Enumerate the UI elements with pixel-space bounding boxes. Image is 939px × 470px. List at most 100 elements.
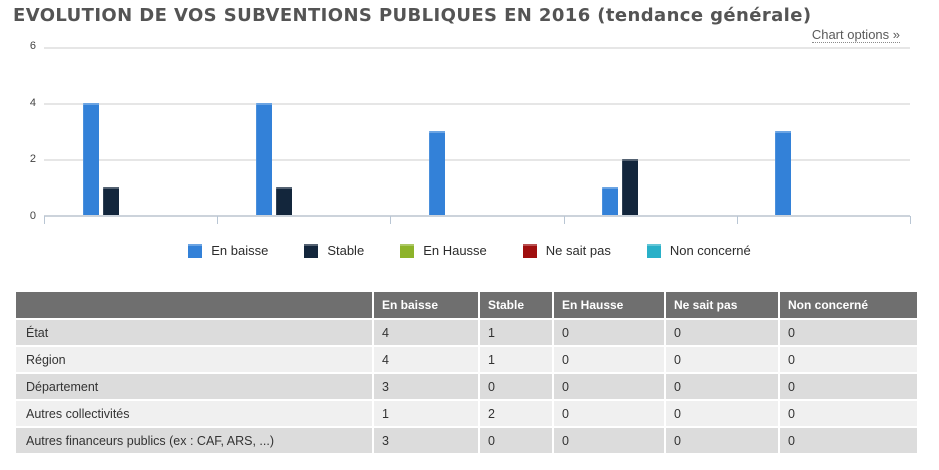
legend-item: Non concerné xyxy=(646,243,751,258)
value-cell: 0 xyxy=(480,374,552,399)
bar xyxy=(622,159,639,215)
table-row: Autres financeurs publics (ex : CAF, ARS… xyxy=(16,428,917,453)
value-cell: 1 xyxy=(480,320,552,345)
table-header-cell: Non concerné xyxy=(780,292,917,318)
table-header-cell: Stable xyxy=(480,292,552,318)
bar-group xyxy=(217,47,390,215)
legend-swatch xyxy=(188,243,203,258)
results-table: En baisse Stable En Hausse Ne sait pas Non c… xyxy=(14,290,919,455)
legend-item: Stable xyxy=(304,243,364,258)
x-axis-tick xyxy=(563,216,565,224)
value-cell: 0 xyxy=(666,320,778,345)
bar-groups xyxy=(44,47,910,215)
legend-item: En baisse xyxy=(188,243,268,258)
x-axis-tick xyxy=(910,216,911,224)
chart-legend: En baisse Stable En Hausse Ne sait pas Non c… xyxy=(0,243,939,258)
table-header-cell: En baisse xyxy=(374,292,478,318)
results-table-head: En baisse Stable En Hausse Ne sait pas Non c… xyxy=(16,292,917,318)
table-header-cell: Ne sait pas xyxy=(666,292,778,318)
bar-slot xyxy=(429,47,445,215)
table-header-cell: En Hausse xyxy=(554,292,664,318)
bar-slot xyxy=(82,47,99,215)
bar-slot xyxy=(336,47,352,215)
bar-slot xyxy=(815,47,831,215)
legend-label: Non concerné xyxy=(669,243,751,258)
gridline xyxy=(44,103,910,105)
legend-label: En baisse xyxy=(211,243,269,258)
gridline xyxy=(44,159,910,161)
bar-slot xyxy=(316,47,332,215)
y-axis-label: 6 xyxy=(29,40,36,52)
bar-slot xyxy=(143,47,159,215)
gridline xyxy=(44,47,910,49)
y-axis-label: 4 xyxy=(29,96,36,109)
bar-slot xyxy=(123,47,139,215)
value-cell: 3 xyxy=(374,374,478,399)
value-cell: 0 xyxy=(666,401,778,426)
value-cell: 2 xyxy=(480,401,552,426)
x-axis-tick xyxy=(44,216,45,224)
value-cell: 0 xyxy=(554,428,664,453)
value-cell: 0 xyxy=(780,374,917,399)
bar xyxy=(775,131,792,215)
value-cell: 1 xyxy=(480,347,552,372)
table-row: Département 3 0 0 0 0 xyxy=(16,374,917,399)
value-cell: 0 xyxy=(780,347,917,372)
bar-slot xyxy=(662,47,678,215)
legend-label: Stable xyxy=(327,243,365,258)
bar-slot xyxy=(835,47,851,215)
table-row: État 4 1 0 0 0 xyxy=(16,320,917,345)
row-label-cell: Département xyxy=(16,374,372,399)
bar-slot xyxy=(602,47,619,215)
bar-slot xyxy=(775,47,792,215)
bar-slot xyxy=(489,47,505,215)
results-table-body: État 4 1 0 0 0 Région 4 1 0 0 0 Département 3 0 0 0 0 Autr… xyxy=(16,320,917,453)
bar xyxy=(102,187,119,215)
value-cell: 0 xyxy=(666,374,778,399)
value-cell: 3 xyxy=(374,428,478,453)
bar-slot xyxy=(795,47,811,215)
bar-slot xyxy=(469,47,485,215)
chart-options-link[interactable]: Chart options » xyxy=(811,27,900,43)
legend-item: En Hausse xyxy=(400,243,487,258)
bar-slot xyxy=(102,47,119,215)
x-axis-tick xyxy=(390,216,392,224)
bar-slot xyxy=(622,47,639,215)
y-axis: 6 4 2 0 xyxy=(0,40,36,222)
legend-swatch xyxy=(522,243,537,258)
x-axis-tick xyxy=(736,216,738,224)
bar-slot xyxy=(855,47,871,215)
legend-swatch xyxy=(400,243,415,258)
legend-label: En Hausse xyxy=(423,243,487,258)
row-label-cell: Autres collectivités xyxy=(16,401,372,426)
y-axis-label: 0 xyxy=(29,210,36,222)
value-cell: 0 xyxy=(554,401,664,426)
bar-slot xyxy=(275,47,292,215)
legend-item: Ne sait pas xyxy=(522,243,611,258)
value-cell: 0 xyxy=(780,401,917,426)
bar xyxy=(429,131,445,215)
bar-slot xyxy=(296,47,312,215)
bar-slot xyxy=(642,47,658,215)
bar-slot xyxy=(682,47,698,215)
bar-slot xyxy=(163,47,179,215)
bar-group xyxy=(564,47,737,215)
table-row: Région 4 1 0 0 0 xyxy=(16,347,917,372)
value-cell: 0 xyxy=(554,347,664,372)
bar xyxy=(255,103,272,215)
value-cell: 0 xyxy=(780,320,917,345)
plot-area xyxy=(44,47,911,224)
value-cell: 1 xyxy=(374,401,478,426)
value-cell: 4 xyxy=(374,347,478,372)
value-cell: 0 xyxy=(666,347,778,372)
bar-slot xyxy=(509,47,525,215)
bar xyxy=(275,187,292,215)
value-cell: 0 xyxy=(554,374,664,399)
bar-group xyxy=(737,47,910,215)
table-header-cell xyxy=(16,292,372,318)
value-cell: 4 xyxy=(374,320,478,345)
value-cell: 0 xyxy=(554,320,664,345)
value-cell: 0 xyxy=(480,428,552,453)
legend-label: Ne sait pas xyxy=(545,243,611,258)
